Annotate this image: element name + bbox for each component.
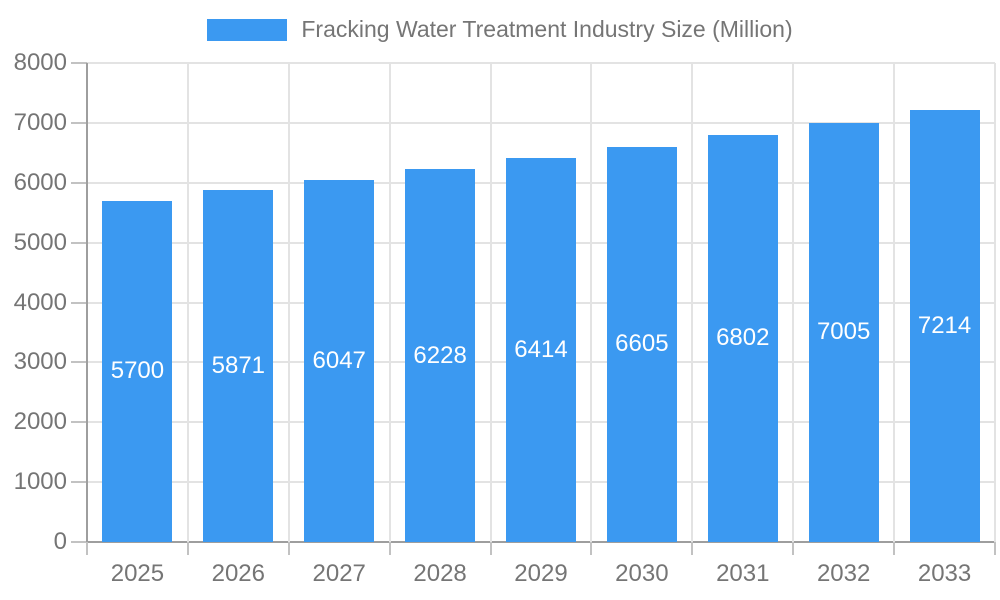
bar-value-label: 5871 (211, 352, 266, 380)
x-tick-label: 2028 (413, 560, 467, 587)
x-axis-tick (186, 542, 189, 555)
bar[interactable] (909, 110, 980, 542)
x-tick-label: 2032 (816, 560, 871, 587)
y-axis-tick (71, 241, 87, 244)
x-axis-tick (994, 542, 996, 555)
x-tick-label: 2033 (917, 560, 972, 587)
v-gridline (489, 63, 492, 542)
y-axis-tick (71, 541, 87, 543)
legend-swatch (207, 18, 288, 41)
v-gridline (287, 63, 290, 542)
x-tick-label: 2030 (615, 560, 669, 587)
bar-value-label: 6802 (716, 324, 770, 352)
y-tick-label: 1000 (13, 468, 67, 496)
bar[interactable] (405, 169, 476, 542)
v-gridline (590, 63, 593, 542)
y-axis-tick (71, 361, 87, 364)
bar-value-label: 6414 (514, 335, 568, 363)
x-axis-tick (388, 542, 391, 555)
bar-value-label: 7214 (917, 312, 972, 340)
x-axis-tick (86, 542, 88, 555)
bar[interactable] (606, 146, 677, 542)
x-tick-label: 2031 (716, 560, 770, 587)
h-gridline (87, 121, 995, 124)
v-gridline (388, 63, 391, 542)
x-tick-label: 2027 (312, 560, 366, 587)
bar[interactable] (506, 157, 576, 542)
bar-value-label: 6605 (615, 330, 669, 358)
y-tick-label: 6000 (13, 168, 67, 196)
y-axis-tick (71, 301, 87, 304)
bar[interactable] (808, 122, 879, 542)
bar-value-label: 5700 (110, 357, 165, 385)
bar[interactable] (304, 179, 375, 542)
y-axis-tick (71, 181, 87, 184)
legend-label: Fracking Water Treatment Industry Size (… (301, 16, 793, 42)
x-tick-label: 2025 (110, 560, 165, 587)
x-axis-tick (287, 542, 290, 555)
x-axis-tick (691, 542, 694, 555)
bar-value-label: 6047 (312, 346, 366, 374)
v-gridline (792, 63, 795, 542)
bar[interactable] (102, 200, 173, 542)
y-tick-label: 3000 (13, 348, 67, 376)
y-tick-label: 7000 (13, 108, 67, 136)
v-gridline (994, 63, 996, 542)
y-axis-tick (71, 121, 87, 124)
x-axis-tick (893, 542, 896, 555)
y-tick-label: 2000 (13, 408, 67, 436)
bar-value-label: 7005 (816, 318, 871, 346)
x-axis-tick (590, 542, 593, 555)
y-axis-tick (71, 481, 87, 484)
x-axis-tick (489, 542, 492, 555)
legend[interactable]: Fracking Water Treatment Industry Size (… (0, 16, 1000, 43)
v-gridline (691, 63, 694, 542)
y-tick-label: 5000 (13, 228, 67, 256)
bar[interactable] (707, 134, 778, 542)
x-tick-label: 2029 (514, 560, 568, 587)
y-axis-tick (71, 421, 87, 424)
y-tick-label: 0 (53, 528, 67, 555)
bar[interactable] (203, 190, 274, 542)
y-tick-label: 8000 (13, 49, 67, 76)
y-axis-tick (71, 62, 87, 64)
v-gridline (893, 63, 896, 542)
h-gridline (87, 62, 995, 64)
bar-value-label: 6228 (413, 341, 467, 369)
x-tick-label: 2026 (211, 560, 265, 587)
x-axis-line (87, 541, 995, 543)
y-axis-line (86, 63, 88, 542)
y-tick-label: 4000 (13, 288, 67, 316)
x-axis-tick (792, 542, 795, 555)
v-gridline (186, 63, 189, 542)
